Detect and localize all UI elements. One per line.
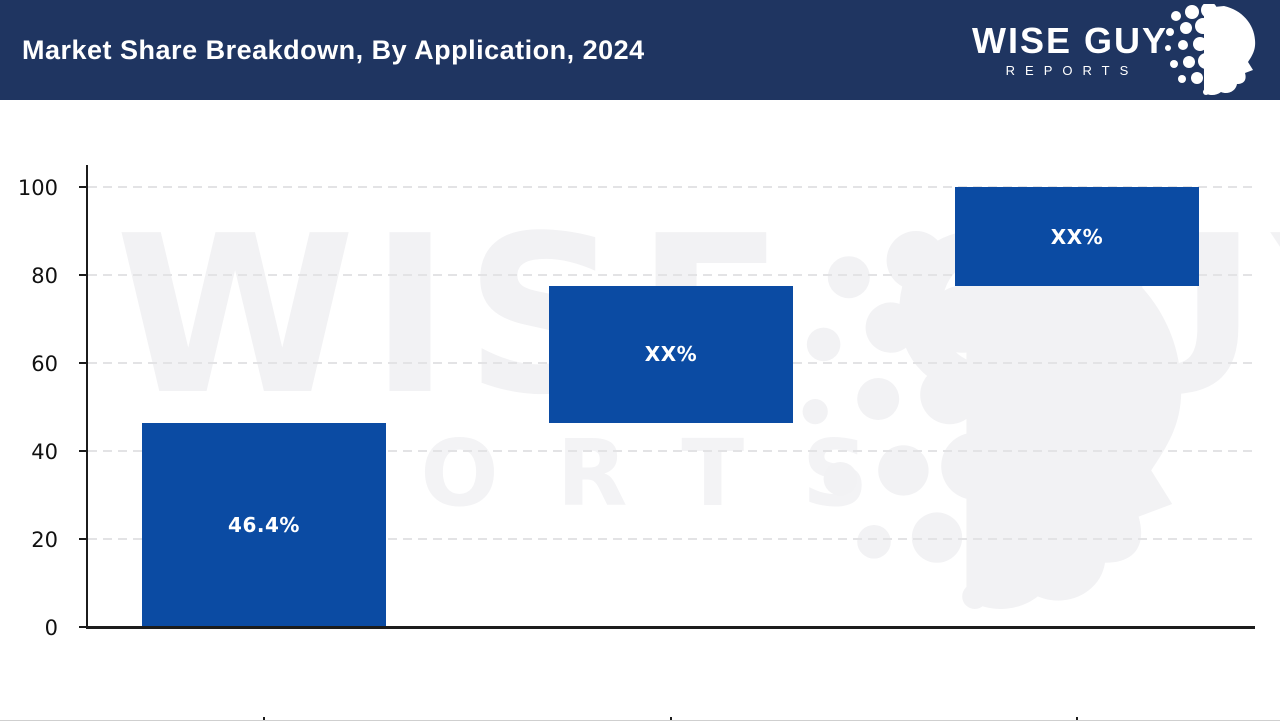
y-tick-label: 100 — [17, 176, 58, 200]
y-tick-mark — [79, 186, 87, 188]
y-axis-spine — [86, 165, 88, 629]
dotted-face-icon — [1165, 4, 1256, 95]
x-axis-spine — [86, 626, 1255, 629]
logo-text: WISE GUY REPORTS — [971, 20, 1168, 78]
y-tick-mark — [79, 538, 87, 540]
y-tick-mark — [79, 450, 87, 452]
x-tick-mark — [670, 717, 672, 720]
x-tick-mark — [263, 717, 265, 720]
logo-subtitle: REPORTS — [1005, 63, 1139, 78]
y-tick-label: 60 — [31, 352, 58, 376]
y-tick-label: 80 — [31, 264, 58, 288]
bar-label: XX% — [1050, 224, 1104, 249]
page-title: Market Share Breakdown, By Application, … — [22, 34, 645, 65]
logo-wordmark: WISE GUY — [971, 20, 1168, 61]
gridline — [88, 450, 1253, 452]
y-tick-mark — [79, 626, 87, 628]
x-tick-mark — [1076, 717, 1078, 720]
bar-label: XX% — [644, 342, 698, 367]
gridline — [88, 274, 1253, 276]
bar: XX% — [955, 187, 1199, 286]
y-tick-label: 20 — [31, 528, 58, 552]
gridline — [88, 186, 1253, 188]
plot-area: 02040608010046.4%HouseholdXX%Commercial … — [18, 176, 1253, 720]
gridline — [88, 538, 1253, 540]
brand-logo: WISE GUY REPORTS — [972, 4, 1262, 96]
y-tick-label: 40 — [31, 440, 58, 464]
bar: 46.4% — [142, 422, 386, 627]
bar: XX% — [549, 286, 793, 423]
y-tick-mark — [79, 274, 87, 276]
y-tick-mark — [79, 362, 87, 364]
y-tick-label: 0 — [44, 616, 58, 640]
header: Market Share Breakdown, By Application, … — [0, 0, 1280, 100]
bar-label: 46.4% — [228, 512, 300, 537]
chart-area: WISE GUY PORTS 02040608010046.4%Househol… — [0, 100, 1280, 720]
